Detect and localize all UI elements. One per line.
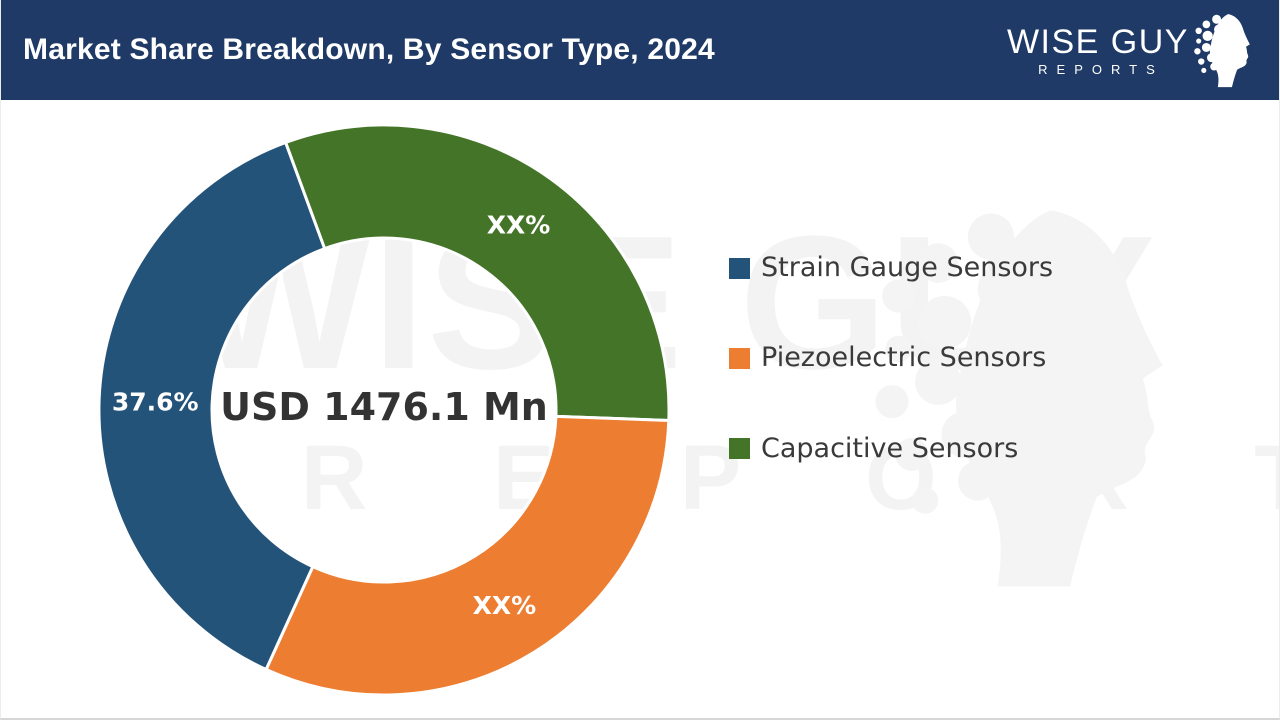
legend-item-piezoelectric-sensors: Piezoelectric Sensors	[729, 342, 1053, 374]
donut-slice-strain-gauge-sensors	[97, 141, 327, 671]
donut-slice-piezoelectric-sensors	[264, 414, 671, 697]
brand-logo: WISE GUY REPORTS	[1007, 10, 1255, 90]
slice-label: XX%	[473, 591, 537, 620]
logo-wordmark: WISE GUY REPORTS	[1007, 25, 1189, 76]
legend-label: Strain Gauge Sensors	[761, 252, 1054, 283]
logo-name: WISE GUY	[1006, 22, 1189, 61]
slice-label: 37.6%	[112, 388, 199, 417]
donut-slice-capacitive-sensors	[284, 123, 671, 422]
legend-item-strain-gauge-sensors: Strain Gauge Sensors	[729, 252, 1053, 284]
page-title: Market Share Breakdown, By Sensor Type, …	[23, 33, 715, 66]
chart-area: WISE GUY R E P O R T S XX%XX%37.6% USD 1…	[1, 100, 1279, 718]
legend-label: Piezoelectric Sensors	[761, 342, 1047, 374]
chart-legend: Strain Gauge Sensors Piezoelectric Senso…	[729, 252, 1053, 465]
donut-chart: XX% XX% 37.6%	[97, 123, 671, 697]
slice-label: XX%	[487, 211, 551, 240]
logo-subtitle: REPORTS	[1038, 61, 1164, 77]
header-bar: Market Share Breakdown, By Sensor Type, …	[1, 0, 1279, 100]
donut-center-value: USD 1476.1 Mn	[220, 385, 548, 429]
legend-swatch	[729, 438, 750, 460]
legend-item-capacitive-sensors: Capacitive Sensors	[729, 433, 1053, 465]
legend-swatch	[729, 348, 750, 370]
legend-swatch	[729, 257, 750, 279]
head-profile-icon	[1191, 10, 1255, 90]
legend-label: Capacitive Sensors	[761, 432, 1019, 464]
